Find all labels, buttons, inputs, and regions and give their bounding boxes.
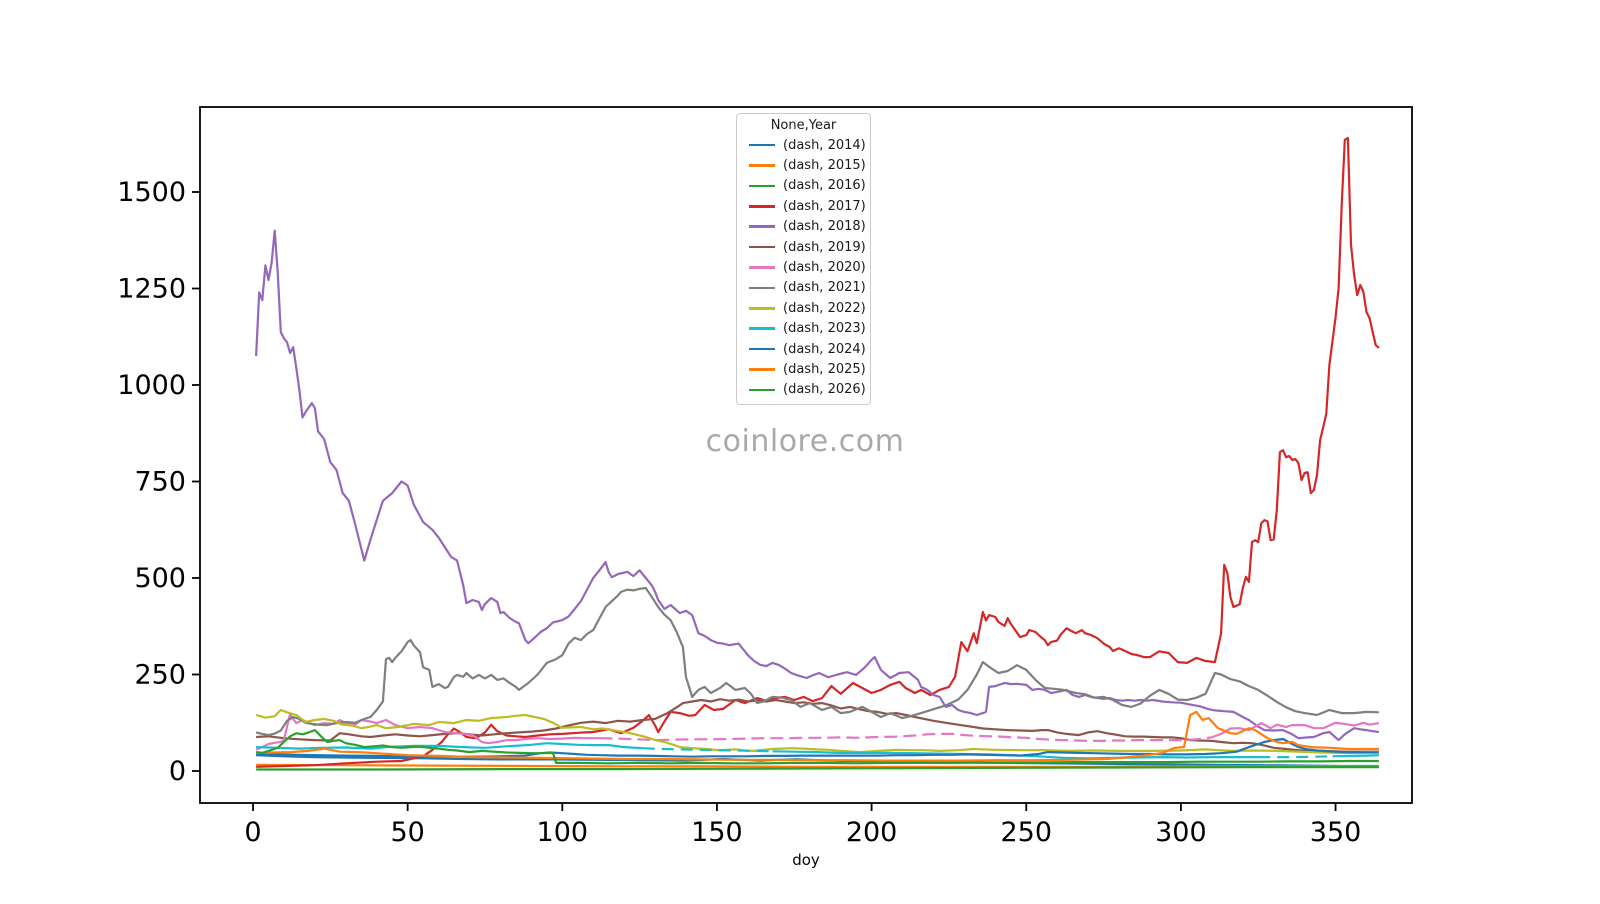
x-axis-label: doy <box>792 851 820 869</box>
legend-label-2026: (dash, 2026) <box>783 382 866 398</box>
y-tick-label: 250 <box>134 660 186 691</box>
legend-label-2018: (dash, 2018) <box>783 219 866 235</box>
x-tick-label: 200 <box>846 817 898 848</box>
legend-label-2017: (dash, 2017) <box>783 198 866 214</box>
y-tick-label: 1000 <box>117 370 186 401</box>
series-line-2021 <box>255 586 1379 737</box>
legend-item-2018: (dash, 2018) <box>743 217 866 237</box>
series-line-2017 <box>256 136 1380 768</box>
x-tick-label: 50 <box>390 817 424 848</box>
legend-label-2016: (dash, 2016) <box>783 178 866 194</box>
x-tick-label: 0 <box>244 817 261 848</box>
series-line-2016 <box>256 765 1379 771</box>
legend-swatch-2022 <box>749 307 775 310</box>
legend-item-2017: (dash, 2017) <box>743 196 866 216</box>
legend-label-2014: (dash, 2014) <box>783 137 866 153</box>
legend-swatch-2016 <box>749 184 775 188</box>
legend-item-2021: (dash, 2021) <box>743 278 866 298</box>
legend-rows: (dash, 2014) (dash, 2015) (dash, 2016) (das… <box>743 135 866 400</box>
legend-swatch-2021 <box>749 286 775 290</box>
legend-swatch-2025 <box>749 368 775 371</box>
series-line-2022 <box>255 708 1379 755</box>
plot-border <box>199 106 1413 804</box>
x-tick-label: 100 <box>537 817 589 848</box>
y-tick-label: 1500 <box>117 177 186 208</box>
legend-item-2024: (dash, 2024) <box>743 339 866 359</box>
y-tick-label: 750 <box>134 467 186 498</box>
legend-swatch-2023 <box>749 327 775 330</box>
legend-item-2015: (dash, 2015) <box>743 155 866 175</box>
legend-swatch-2014 <box>749 143 775 147</box>
legend-item-2023: (dash, 2023) <box>743 319 866 339</box>
series-line-2026 <box>255 728 1379 765</box>
series-line-2025 <box>256 710 1379 762</box>
y-tick-label: 1250 <box>117 274 186 305</box>
legend-label-2024: (dash, 2024) <box>783 341 866 357</box>
x-tick-label: 250 <box>1000 817 1052 848</box>
legend-label-2019: (dash, 2019) <box>783 239 866 255</box>
legend-swatch-2015 <box>749 164 775 167</box>
legend: None,Year (dash, 2014) (dash, 2015) (dash,… <box>736 113 871 406</box>
legend-swatch-2026 <box>749 388 775 392</box>
legend-label-2020: (dash, 2020) <box>783 260 866 276</box>
legend-swatch-2019 <box>749 245 775 249</box>
watermark: coinlore.com <box>705 424 905 459</box>
series-line-2023 <box>256 742 643 750</box>
x-tick-label: 150 <box>691 817 743 848</box>
legend-item-2014: (dash, 2014) <box>743 135 866 155</box>
y-tick-label: 0 <box>169 756 186 787</box>
series-line-2023 <box>1258 755 1333 759</box>
legend-item-2026: (dash, 2026) <box>743 380 866 400</box>
x-tick-label: 350 <box>1310 817 1362 848</box>
legend-swatch-2024 <box>749 347 775 351</box>
legend-item-2022: (dash, 2022) <box>743 298 866 318</box>
series-line-2023 <box>1332 754 1379 758</box>
series-line-2020 <box>599 732 1212 743</box>
legend-item-2019: (dash, 2019) <box>743 237 866 257</box>
legend-item-2016: (dash, 2016) <box>743 176 866 196</box>
x-tick-label: 300 <box>1155 817 1207 848</box>
legend-item-2020: (dash, 2020) <box>743 257 866 277</box>
series-line-2020 <box>1211 721 1380 739</box>
series-line-2018 <box>255 229 1380 742</box>
legend-swatch-2020 <box>749 266 775 269</box>
legend-label-2023: (dash, 2023) <box>783 321 866 337</box>
legend-label-2025: (dash, 2025) <box>783 361 866 377</box>
legend-label-2015: (dash, 2015) <box>783 158 866 174</box>
series-line-2020 <box>255 712 600 751</box>
legend-title: None,Year <box>770 118 837 133</box>
legend-swatch-2017 <box>749 205 775 208</box>
series-line-2023 <box>642 747 773 753</box>
legend-label-2022: (dash, 2022) <box>783 300 866 316</box>
legend-swatch-2018 <box>749 225 775 229</box>
y-tick-label: 500 <box>134 563 186 594</box>
legend-item-2025: (dash, 2025) <box>743 359 866 379</box>
legend-label-2021: (dash, 2021) <box>783 280 866 296</box>
